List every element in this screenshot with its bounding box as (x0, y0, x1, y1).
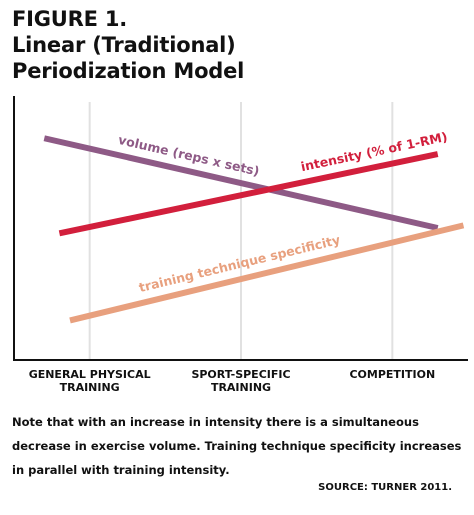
source-credit: SOURCE: TURNER 2011. (318, 482, 452, 493)
x-tick-label-1: GENERAL PHYSICAL TRAINING (29, 368, 151, 394)
series-line-2 (58, 151, 439, 237)
x-tick-label-3: COMPETITION (349, 368, 435, 381)
figure-caption: Note that with an increase in intensity … (12, 415, 462, 477)
figure-label: FIGURE 1. (12, 7, 128, 31)
series-line-3 (69, 222, 465, 324)
figure-title-line-2: Periodization Model (12, 59, 245, 83)
figure-title-line-1: Linear (Traditional) (12, 33, 236, 57)
x-tick-label-2: SPORT-SPECIFIC TRAINING (191, 368, 290, 394)
series-line-1 (43, 135, 439, 231)
figure-title: FIGURE 1. Linear (Traditional) Periodiza… (12, 6, 244, 84)
